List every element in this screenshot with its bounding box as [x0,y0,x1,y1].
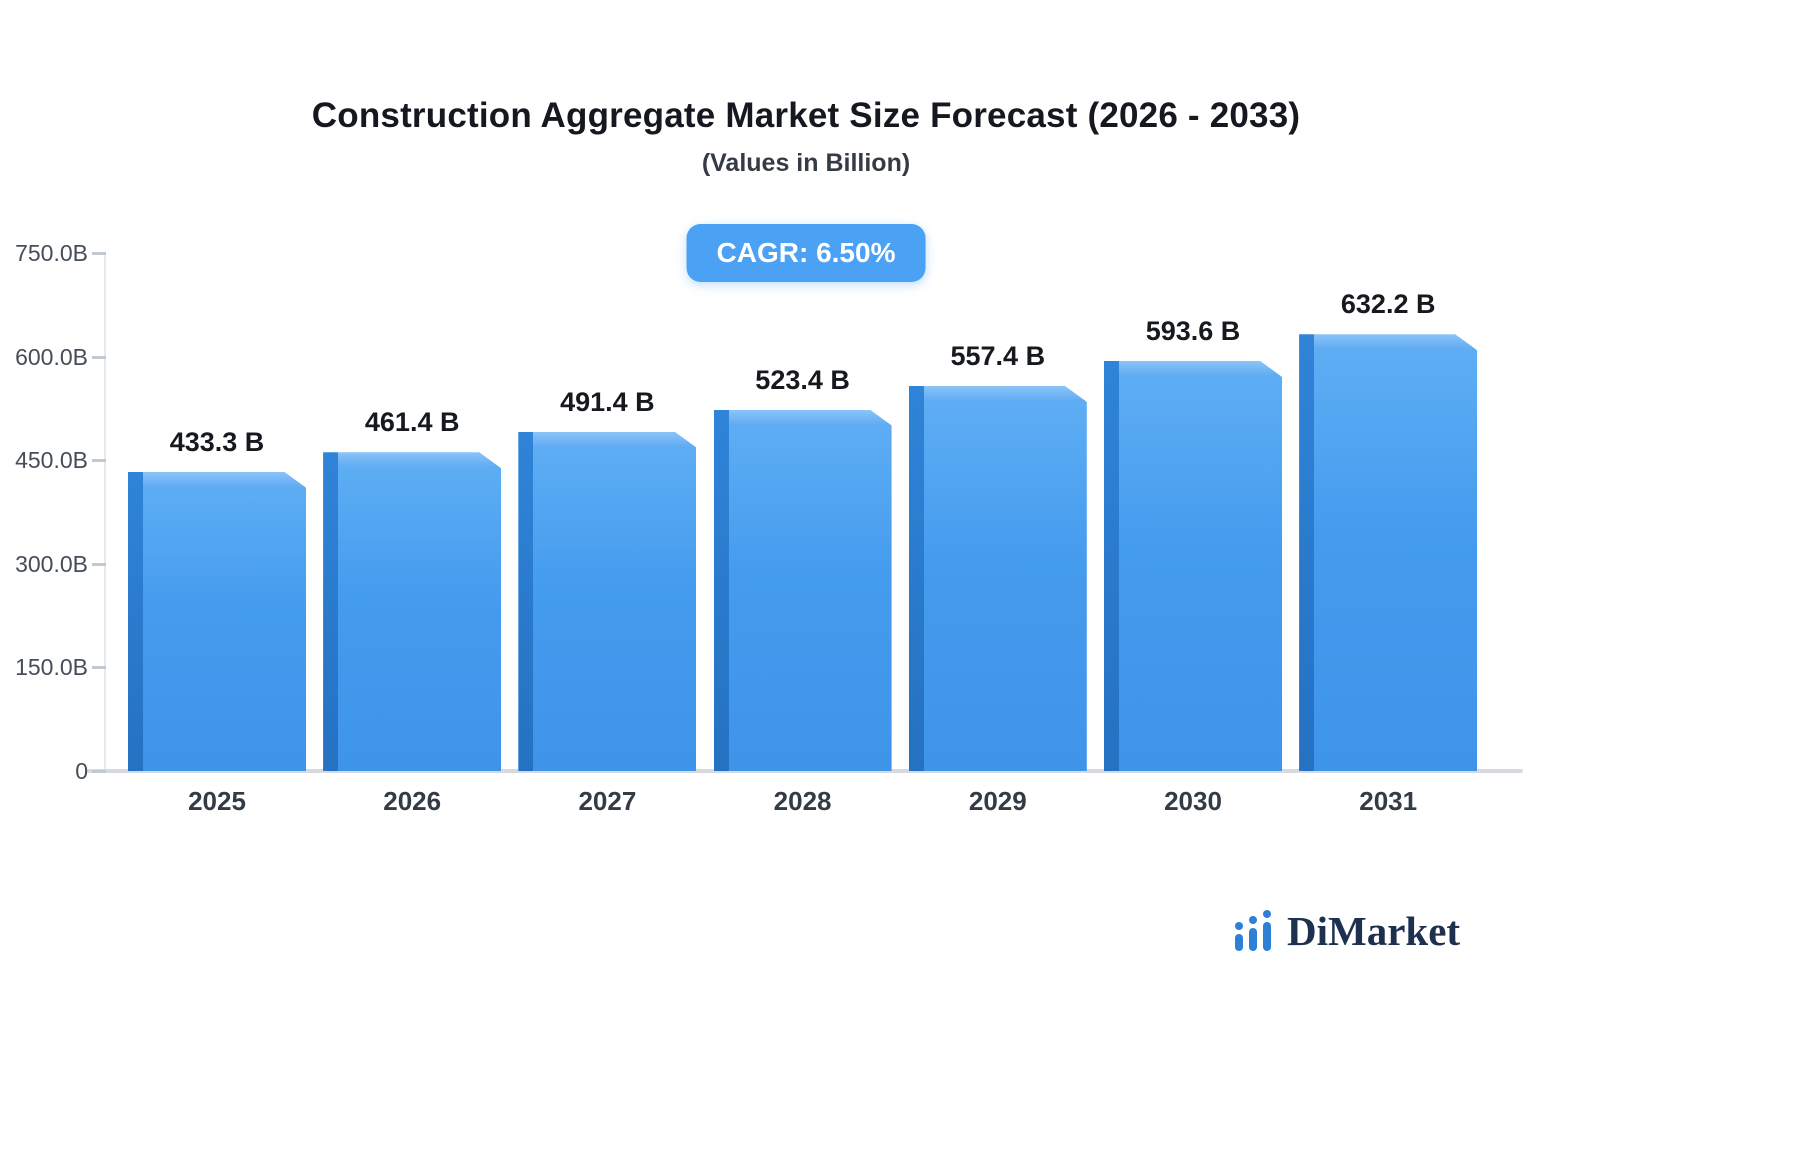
bar-face [518,432,696,771]
x-axis-label: 2031 [1359,786,1418,816]
x-axis-line [86,769,1523,773]
bar [518,432,696,771]
x-axis-label: 2025 [188,786,246,816]
x-axis-label: 2027 [578,786,637,816]
y-axis-tick-mark [92,666,106,670]
bar-value-label: 632.2 B [1340,289,1436,320]
y-axis-tick-label: 600.0B [15,343,88,370]
brand-logo: DiMarket [1232,906,1460,952]
bar-side-face [1104,361,1119,771]
y-axis-tick-mark [92,252,106,255]
y-axis-line [104,253,106,771]
bar-value-label: 557.4 B [950,341,1046,372]
bar-top-face [909,386,1087,401]
bar-face [714,410,892,771]
bar [323,452,501,771]
y-axis-tick-label: 750.0B [15,240,88,266]
bar-value-label: 491.4 B [560,386,655,417]
bar [909,386,1087,771]
x-axis-label: 2030 [1164,786,1222,816]
chart-subtitle: (Values in Billion) [701,149,911,177]
y-axis-tick-mark [92,355,106,359]
bar-face [1104,361,1282,771]
bar-side-face [1299,334,1314,771]
bar-top-face [518,432,696,447]
y-axis-tick-label: 450.0B [15,447,88,474]
bar-top-face [714,410,892,425]
y-axis-tick-label: 300.0B [15,550,88,577]
bar-face [128,472,306,771]
x-axis-label: 2026 [383,786,442,816]
bar-chart-logo-icon [1235,910,1271,951]
brand-name: DiMarket [1287,908,1461,954]
bar [1299,334,1477,771]
bar-side-face [323,452,338,771]
bar-top-face [323,452,501,467]
y-axis-tick-mark [92,562,106,566]
bar [1104,361,1282,771]
bar-side-face [714,410,729,771]
y-axis-tick-mark [92,459,106,463]
bar-value-label: 433.3 B [169,426,265,457]
bar [714,410,892,771]
bar [128,472,306,771]
chart-title: Construction Aggregate Market Size Forec… [311,96,1301,135]
x-axis-label: 2028 [773,786,832,816]
x-axis-label: 2029 [968,786,1027,816]
cagr-badge: CAGR: 6.50% [686,224,926,282]
bar-value-label: 461.4 B [364,407,460,438]
y-axis-tick-label: 0 [75,758,88,784]
bar-side-face [518,432,533,771]
y-axis-tick-label: 150.0B [15,654,88,681]
bar-face [909,386,1087,771]
bar-top-face [128,472,306,487]
bar-value-label: 593.6 B [1145,316,1241,347]
bar-top-face [1299,334,1477,349]
bar-face [1299,334,1477,771]
bar-value-label: 523.4 B [755,364,850,395]
y-axis-tick-mark [92,770,106,773]
bar-top-face [1104,361,1282,376]
bar-face [323,452,501,771]
bar-side-face [128,472,143,771]
bar-side-face [909,386,924,771]
